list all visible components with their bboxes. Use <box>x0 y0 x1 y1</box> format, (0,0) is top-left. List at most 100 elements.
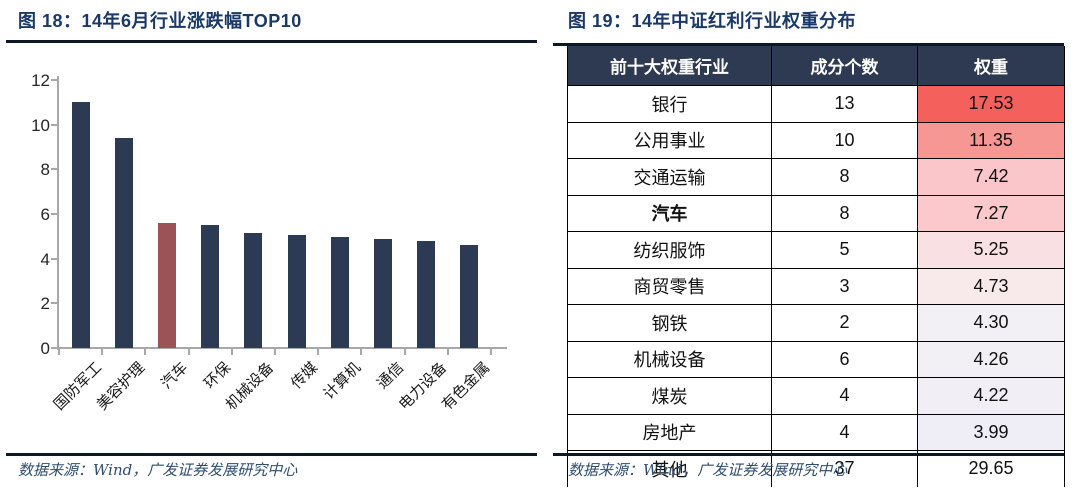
weight-cell: 29.65 <box>917 450 1065 487</box>
x-axis-category-label: 环保 <box>201 359 235 393</box>
industry-cell: 纺织服饰 <box>567 231 772 269</box>
x-axis-category-label: 计算机 <box>320 359 364 403</box>
figure-19-title: 图 19：14年中证红利行业权重分布 <box>568 11 857 31</box>
industry-weights-table: 前十大权重行业 成分个数 权重 银行 13 17.53 公用事业 10 11.35 交通运输 8 7… <box>567 46 1065 487</box>
bar-汽车 <box>158 222 176 348</box>
y-axis-tick <box>51 257 58 260</box>
figure-18-bottom-rule <box>6 453 537 456</box>
count-cell: 2 <box>771 304 918 342</box>
industry-cell: 商贸零售 <box>567 267 772 305</box>
table-header-cell: 成分个数 <box>771 46 918 86</box>
count-cell: 13 <box>771 85 918 123</box>
count-cell: 10 <box>771 121 918 159</box>
y-axis-tick <box>51 302 58 305</box>
count-cell: 8 <box>771 158 918 196</box>
x-axis-tick <box>317 348 320 355</box>
table-row: 机械设备 6 4.26 <box>567 340 1065 378</box>
count-cell: 3 <box>771 267 918 305</box>
x-axis-tick <box>58 348 60 355</box>
table-header-row: 前十大权重行业 成分个数 权重 <box>567 46 1065 86</box>
weight-cell: 17.53 <box>917 85 1065 123</box>
weight-cell: 3.99 <box>917 413 1065 451</box>
y-axis-tick <box>51 168 58 171</box>
x-axis-category-label: 汽车 <box>157 359 192 393</box>
table-row: 商贸零售 3 4.73 <box>567 267 1065 305</box>
x-axis-tick <box>187 348 190 355</box>
y-axis-tick <box>51 347 58 349</box>
industry-cell: 机械设备 <box>567 340 772 378</box>
count-cell: 5 <box>771 231 918 269</box>
weight-cell: 4.26 <box>917 340 1065 378</box>
weight-cell: 4.30 <box>917 304 1065 342</box>
bar-电力设备 <box>417 240 436 348</box>
table-row: 交通运输 8 7.42 <box>567 158 1065 196</box>
y-axis-tick-label: 2 <box>40 294 50 314</box>
x-axis-tick <box>101 348 104 355</box>
y-axis-line <box>57 76 59 350</box>
x-axis-category-label: 通信 <box>373 359 408 393</box>
y-axis-tick-label: 8 <box>40 160 50 180</box>
y-axis-tick-label: 10 <box>31 115 50 135</box>
bar-有色金属 <box>460 245 479 348</box>
figure-19-source-note: 数据来源：Wind，广发证券发展研究中心 <box>568 461 848 479</box>
weight-cell: 7.27 <box>917 194 1065 232</box>
x-axis-tick <box>274 348 276 355</box>
x-axis-category-label: 传媒 <box>287 359 321 393</box>
figure-18-title: 图 18：14年6月行业涨跌幅TOP10 <box>18 11 302 31</box>
table-row: 银行 13 17.53 <box>567 85 1065 123</box>
table-row: 煤炭 4 4.22 <box>567 377 1065 415</box>
table-header-cell: 权重 <box>917 46 1065 86</box>
count-cell: 37 <box>771 450 918 487</box>
figure-19-title-underline <box>553 43 1064 46</box>
y-axis-tick-label: 12 <box>31 71 50 90</box>
table-row: 房地产 4 3.99 <box>567 413 1065 451</box>
x-axis-tick <box>360 348 363 355</box>
weight-cell: 5.25 <box>917 231 1065 269</box>
x-axis-tick <box>230 348 233 355</box>
y-axis-tick <box>51 79 58 81</box>
figure-18-title-underline <box>6 40 537 43</box>
industry-cell: 银行 <box>567 85 772 123</box>
count-cell: 6 <box>771 340 918 378</box>
x-axis-tick <box>403 348 406 355</box>
bar-环保 <box>201 225 220 348</box>
table-header-cell: 前十大权重行业 <box>567 46 772 86</box>
table-row: 公用事业 10 11.35 <box>567 121 1065 159</box>
x-axis-line <box>51 347 507 349</box>
industry-cell: 汽车 <box>567 194 772 232</box>
weight-cell: 7.42 <box>917 158 1065 196</box>
bar-美容护理 <box>114 138 133 348</box>
table-row: 其他 37 29.65 <box>567 450 1065 487</box>
y-axis-tick <box>51 123 58 126</box>
y-axis-tick <box>51 213 58 215</box>
table-row: 纺织服饰 5 5.25 <box>567 231 1065 269</box>
weight-cell: 11.35 <box>917 121 1065 159</box>
x-axis-tick <box>446 348 449 355</box>
industry-cell: 交通运输 <box>567 158 772 196</box>
industry-cell: 其他 <box>567 450 772 487</box>
y-axis-tick-label: 0 <box>40 339 50 358</box>
count-cell: 8 <box>771 194 918 232</box>
bar-计算机 <box>330 237 349 348</box>
table-row: 钢铁 2 4.30 <box>567 304 1065 342</box>
bar-传媒 <box>287 235 306 348</box>
figure-18-source-note: 数据来源：Wind，广发证券发展研究中心 <box>18 461 298 479</box>
bar-chart-top10: 0 2 4 6 8 10 12 国防军工 美容护理 汽车 环保 机械设备 传媒 计算机 通信 电力设备 有色金属 <box>31 71 507 414</box>
weight-cell: 4.22 <box>917 377 1065 415</box>
y-axis-tick-label: 6 <box>40 205 50 224</box>
bar-机械设备 <box>244 232 263 348</box>
figure-19-bottom-rule <box>553 453 1064 456</box>
count-cell: 4 <box>771 413 918 451</box>
bar-国防军工 <box>71 102 90 348</box>
x-axis-tick <box>490 348 492 355</box>
count-cell: 4 <box>771 377 918 415</box>
industry-cell: 房地产 <box>567 413 772 451</box>
bar-通信 <box>374 238 392 348</box>
y-axis-tick-label: 4 <box>40 249 50 269</box>
industry-cell: 煤炭 <box>567 377 772 415</box>
industry-cell: 钢铁 <box>567 304 772 342</box>
x-axis-tick <box>144 348 147 355</box>
table-row: 汽车 8 7.27 <box>567 194 1065 232</box>
industry-cell: 公用事业 <box>567 121 772 159</box>
